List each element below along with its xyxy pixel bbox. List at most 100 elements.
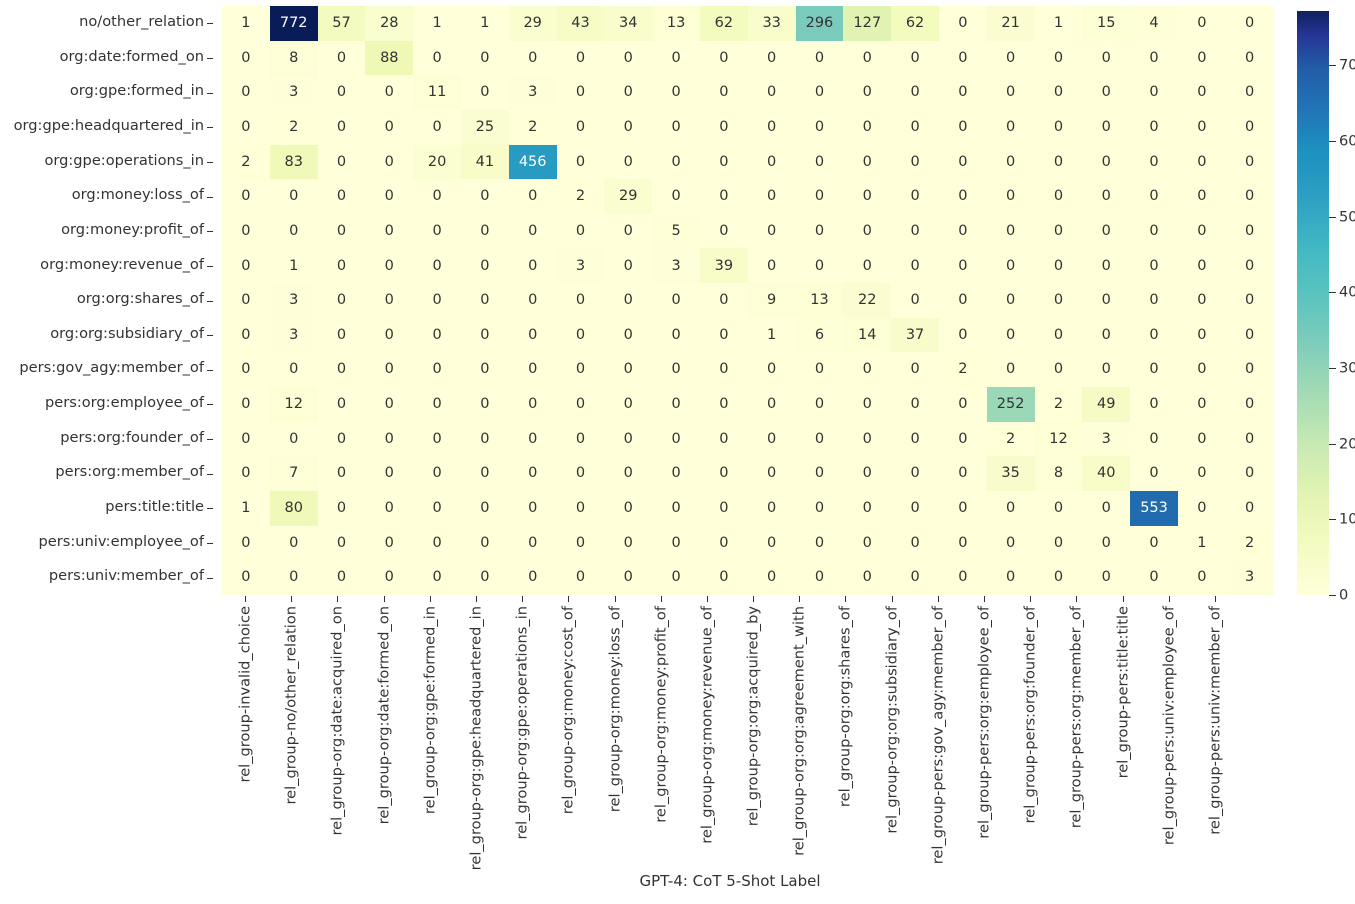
y-axis-tick-mark (207, 439, 213, 441)
heatmap-cell: 0 (317, 75, 366, 110)
x-axis-tick-group: rel_group-no/other_relation (268, 596, 314, 858)
heatmap-cell: 0 (1082, 560, 1131, 595)
heatmap-cell: 0 (508, 213, 557, 249)
heatmap-cell: 0 (508, 456, 557, 491)
y-axis-tick-label: pers:org:member_of (55, 463, 204, 481)
heatmap-cell: 0 (891, 387, 939, 422)
heatmap-cell: 83 (269, 144, 318, 180)
heatmap-cell: 29 (604, 179, 653, 214)
heatmap-cell: 0 (843, 560, 892, 595)
x-axis-tick-mark (937, 596, 939, 602)
y-axis-tick-mark (207, 369, 213, 371)
y-axis-tick-mark (207, 335, 213, 337)
heatmap-cell: 0 (1130, 248, 1178, 284)
heatmap-cell: 3 (269, 317, 318, 353)
heatmap-cell: 0 (1082, 352, 1131, 388)
heatmap-cell: 0 (413, 283, 461, 318)
heatmap-cell: 0 (413, 387, 461, 422)
heatmap-cell: 43 (556, 6, 605, 41)
heatmap-cell: 0 (1177, 248, 1226, 284)
heatmap-cell: 35 (986, 456, 1035, 491)
heatmap-cell: 0 (604, 40, 653, 76)
heatmap-cell: 0 (986, 248, 1035, 284)
x-axis-tick-label: rel_group-org:gpe:formed_in (421, 606, 439, 815)
heatmap-cell: 0 (1082, 40, 1131, 76)
heatmap-row: 0 2 0 0 0 25 2 0 0 0 0 0 0 0 0 0 0 0 0 0 0 0 (222, 109, 1274, 145)
heatmap-cell: 0 (652, 456, 700, 491)
heatmap-cell: 0 (460, 283, 509, 318)
heatmap-cell: 0 (843, 213, 892, 249)
heatmap-cell: 15 (1082, 6, 1131, 41)
heatmap-cell: 0 (938, 456, 987, 491)
y-axis-tick-mark (207, 577, 213, 579)
heatmap-cell: 0 (413, 109, 461, 145)
heatmap-cell: 0 (317, 144, 366, 180)
heatmap-cell: 0 (1225, 387, 1274, 422)
heatmap-cell: 0 (1130, 525, 1178, 561)
heatmap-grid: 1 772 57 28 1 1 29 43 34 13 62 33 296 127 62 0 21 1 15 4 0 0 0… (222, 6, 1274, 595)
x-axis-tick-label: rel_group-pers:univ:member_of (1206, 606, 1224, 835)
y-axis-tick-label: org:org:shares_of (76, 290, 204, 308)
heatmap-cell: 0 (699, 456, 748, 491)
y-axis-tick-label: pers:univ:employee_of (38, 532, 204, 550)
colorbar-tick-label: 10 (1339, 510, 1355, 528)
heatmap-cell: 3 (1082, 421, 1131, 457)
heatmap-cell: 88 (365, 40, 414, 76)
heatmap-cell: 0 (1225, 109, 1274, 145)
heatmap-cell: 0 (1082, 179, 1131, 214)
heatmap-cell: 2 (269, 109, 318, 145)
heatmap-cell: 0 (317, 40, 366, 76)
heatmap-row: 0 0 0 0 0 0 0 0 0 0 0 0 0 0 0 0 2 12 3 0 0 0 (222, 421, 1274, 457)
heatmap-cell: 0 (938, 490, 987, 526)
heatmap-cell: 0 (938, 75, 987, 110)
heatmap-cell: 0 (747, 352, 796, 388)
heatmap-cell: 0 (413, 352, 461, 388)
heatmap-cell: 62 (891, 6, 939, 41)
heatmap-cell: 0 (1177, 40, 1226, 76)
heatmap-cell: 0 (1177, 456, 1226, 491)
x-axis-tick-group: rel_group-pers:univ:member_of (1192, 596, 1238, 858)
heatmap-cell: 1 (460, 6, 509, 41)
x-axis-tick-group: rel_group-pers:gov_agy:member_of (915, 596, 961, 864)
heatmap-cell: 0 (652, 490, 700, 526)
heatmap-cell: 0 (365, 352, 414, 388)
colorbar-tick-label: 20 (1339, 435, 1355, 453)
heatmap-cell: 0 (986, 75, 1035, 110)
heatmap-cell: 0 (986, 317, 1035, 353)
x-axis-tick-label: rel_group-org:date:acquired_on (328, 606, 346, 836)
heatmap-cell: 0 (986, 283, 1035, 318)
colorbar-tick-mark (1329, 65, 1336, 67)
heatmap-cell: 0 (747, 421, 796, 457)
heatmap-cell: 0 (413, 317, 461, 353)
heatmap-cell: 0 (317, 421, 366, 457)
y-axis-tick-mark (207, 265, 213, 267)
heatmap-cell: 0 (747, 490, 796, 526)
heatmap-cell: 8 (269, 40, 318, 76)
colorbar: 0 10 20 30 40 50 60 70 (1297, 11, 1355, 604)
heatmap-cell: 0 (1177, 283, 1226, 318)
heatmap-cell: 0 (413, 456, 461, 491)
heatmap-cell: 0 (1177, 75, 1226, 110)
heatmap-cell: 39 (699, 248, 748, 284)
heatmap-cell: 0 (795, 560, 844, 595)
heatmap-cell: 0 (652, 109, 700, 145)
colorbar-tick-label: 40 (1339, 283, 1355, 301)
heatmap-cell: 0 (413, 560, 461, 595)
heatmap-cell: 0 (986, 525, 1035, 561)
heatmap-cell: 0 (795, 352, 844, 388)
heatmap-cell: 0 (365, 144, 414, 180)
heatmap-cell: 127 (843, 6, 892, 41)
heatmap-cell: 0 (1225, 179, 1274, 214)
heatmap-cell: 0 (747, 560, 796, 595)
heatmap-cell: 0 (699, 525, 748, 561)
heatmap-cell: 0 (269, 525, 318, 561)
heatmap-cell: 1 (1177, 525, 1226, 561)
y-axis-tick-mark (207, 543, 213, 545)
heatmap-cell: 0 (1225, 248, 1274, 284)
x-axis-tick-label: rel_group-org:money:loss_of (606, 606, 624, 813)
heatmap-cell: 34 (604, 6, 653, 41)
x-axis-tick-group: rel_group-invalid_choice (222, 596, 268, 858)
heatmap-cell: 0 (317, 560, 366, 595)
heatmap-cell: 0 (1082, 490, 1131, 526)
x-axis-tick-group: rel_group-org:date:formed_on (361, 596, 407, 858)
